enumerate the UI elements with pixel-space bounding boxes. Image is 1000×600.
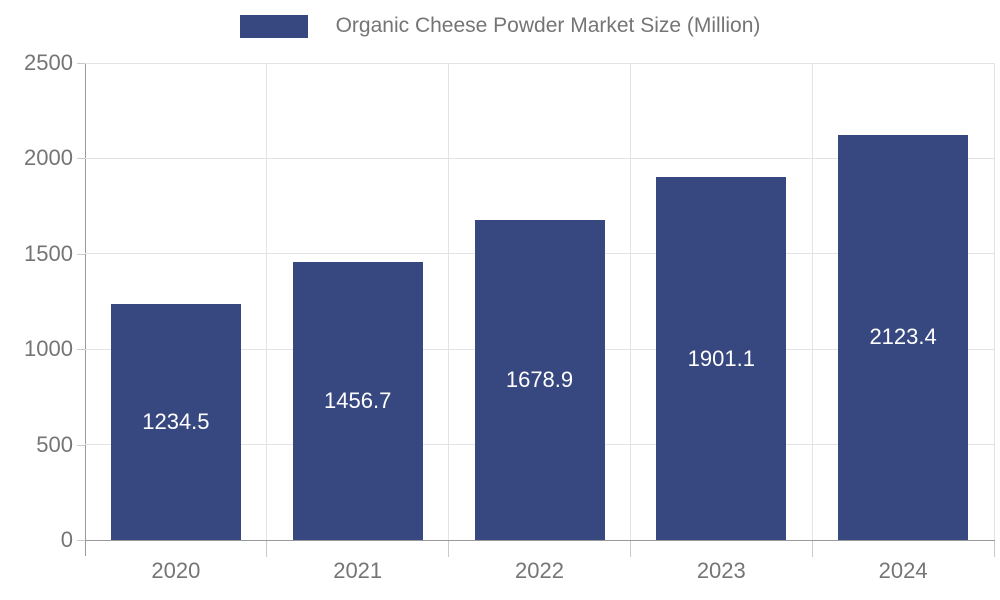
bar[interactable]: 2123.4 [838,134,969,540]
x-tick-label: 2024 [878,558,928,583]
bar-value-label: 1234.5 [142,409,210,435]
bar-value-label: 1901.1 [687,345,755,371]
plot-area: 1234.5 1456.7 1678.9 1901.1 2123.4 [85,62,995,540]
x-tick-label: 2023 [696,558,746,583]
gridline-vertical [448,63,450,540]
x-axis-tick [993,541,995,557]
y-axis-tick [77,253,85,255]
x-tick-label: 2021 [333,558,383,583]
bar-value-label: 1456.7 [324,388,392,414]
gridline-vertical [993,63,995,540]
y-axis-tick [77,349,85,351]
y-tick-label: 1000 [24,336,73,362]
bar[interactable]: 1456.7 [292,262,423,540]
legend-item[interactable]: Organic Cheese Powder Market Size (Milli… [0,14,1000,38]
y-tick-label: 0 [60,527,73,552]
y-axis-tick [77,540,85,541]
bar-value-label: 1678.9 [505,366,574,392]
bar[interactable]: 1234.5 [110,304,241,540]
gridline-horizontal [85,62,994,64]
legend-marker [239,14,308,38]
gridline-vertical [629,63,631,540]
bar[interactable]: 1901.1 [656,177,787,540]
x-axis-line [85,540,995,541]
gridline-vertical [811,63,813,540]
x-axis-tick [629,541,631,557]
x-tick-label: 2022 [515,558,564,583]
legend-label: Organic Cheese Powder Market Size (Milli… [335,14,761,37]
y-axis-line [85,63,86,556]
y-axis-tick [77,444,85,446]
x-tick-label: 2020 [151,558,201,583]
bar-value-label: 2123.4 [869,324,937,350]
gridline-vertical [266,63,268,540]
y-tick-label: 500 [36,431,73,457]
y-axis-tick [77,63,85,64]
x-axis-tick [811,541,813,557]
gridline-horizontal [85,157,994,159]
y-tick-label: 2000 [24,145,73,171]
x-axis-tick [266,541,268,557]
x-axis-tick [448,541,450,557]
bar[interactable]: 1678.9 [474,219,605,540]
y-tick-label: 2500 [24,50,73,75]
y-axis-tick [77,158,85,160]
y-tick-label: 1500 [24,240,73,266]
